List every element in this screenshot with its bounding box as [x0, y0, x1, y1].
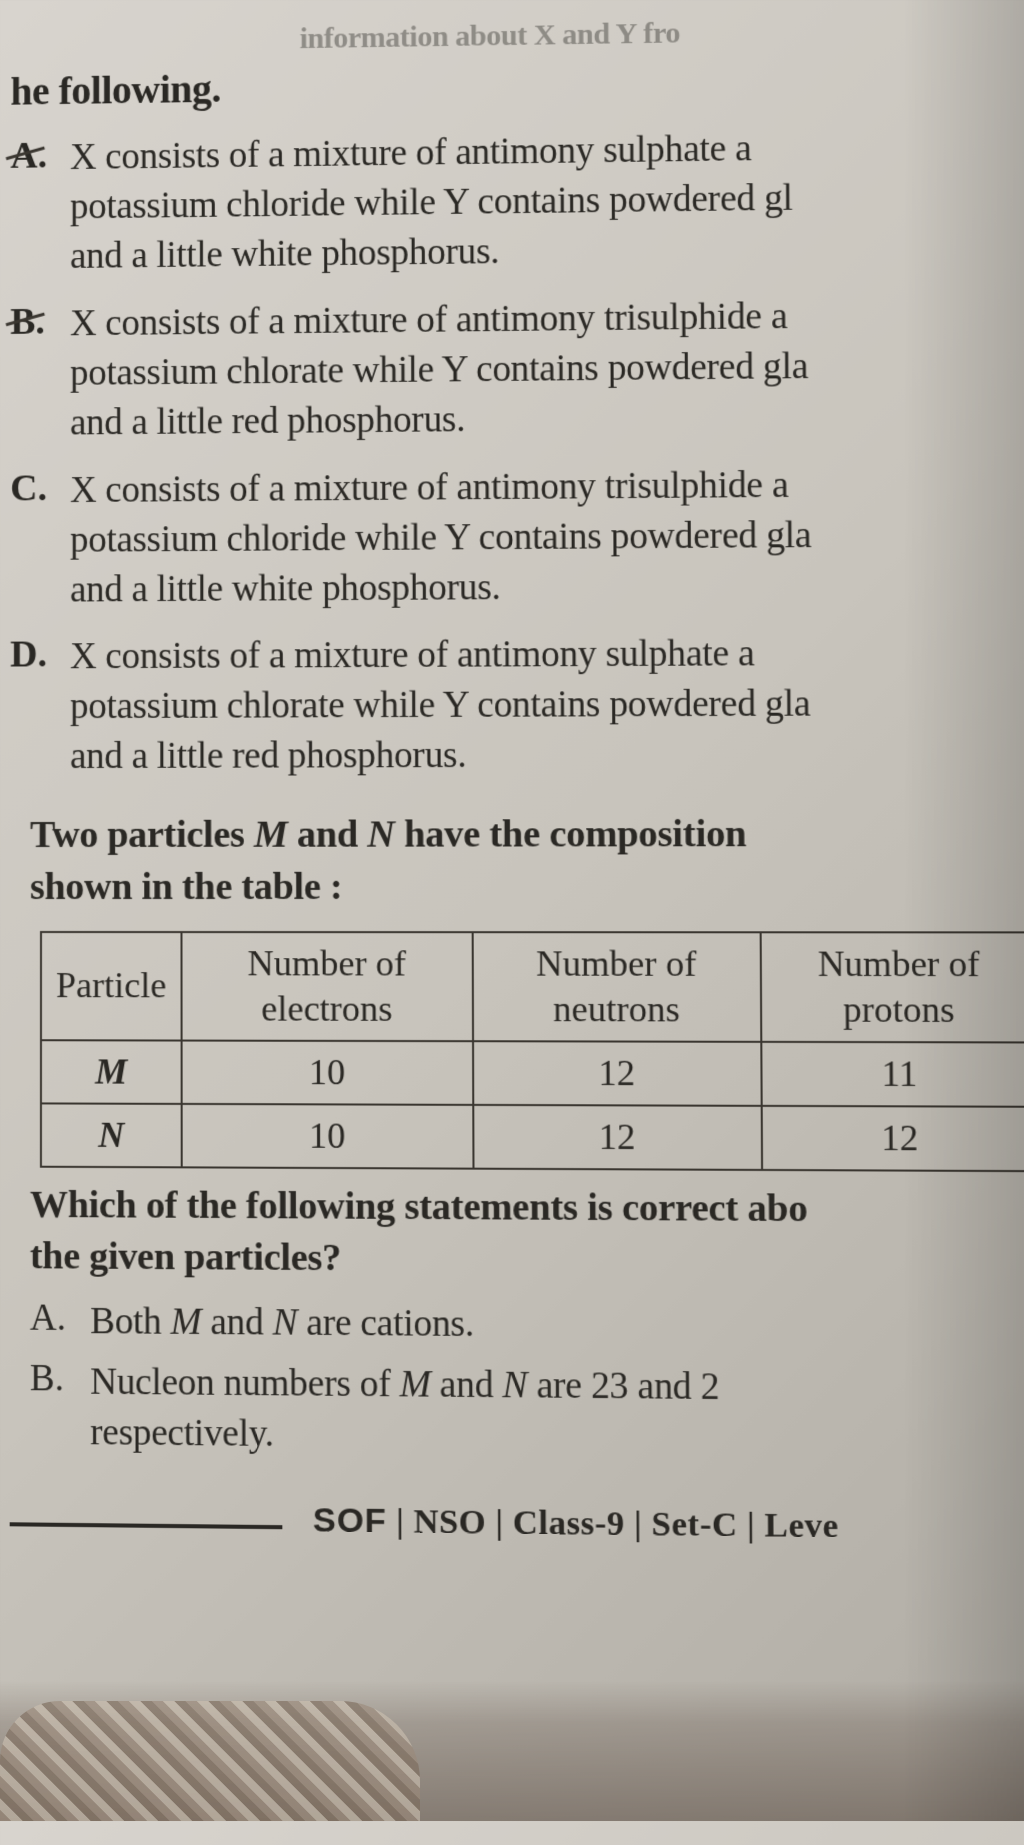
header-fragment: information about X and Y fro — [300, 11, 1024, 56]
particle-table-wrap: Particle Number of electrons Number of n… — [20, 931, 1024, 1172]
answer-a: A. Both M and N are cations. — [20, 1297, 1024, 1355]
table-row: N 10 12 12 — [41, 1103, 1024, 1171]
footer-text: SOF | NSO | Class-9 | Set-C | Leve — [313, 1501, 839, 1546]
q-intro-1: Two particles — [30, 814, 254, 856]
option-a-label: A. — [10, 134, 60, 178]
th-particle: Particle — [41, 932, 182, 1041]
which-line1: Which of the following statements is cor… — [30, 1184, 808, 1231]
cell-n-particle: N — [41, 1103, 182, 1167]
cell-n-electrons: 10 — [182, 1104, 474, 1169]
option-d-line2: potassium chlorate while Y contains powd… — [70, 684, 811, 728]
option-c-line3: and a little white phosphorus. — [70, 567, 501, 610]
ans-b-mid: and — [431, 1364, 503, 1406]
ans-a-m: M — [170, 1302, 201, 1344]
which-line2: the given particles? — [30, 1235, 341, 1279]
option-b-text: X consists of a mixture of antimony tris… — [70, 289, 1024, 448]
q-intro-m: M — [254, 814, 288, 856]
section-heading: he following. — [10, 53, 1024, 114]
cell-m-protons: 11 — [761, 1042, 1024, 1107]
answer-a-label: A. — [30, 1297, 66, 1341]
option-c-line1: X consists of a mixture of antimony tris… — [70, 464, 789, 510]
q-intro-end: have the composition — [395, 813, 747, 856]
th-protons: Number of protons — [760, 932, 1024, 1042]
option-c: C. X consists of a mixture of antimony t… — [20, 458, 1024, 615]
footer-rule — [10, 1523, 283, 1530]
answer-b: B. Nucleon numbers of M and N are 23 and… — [20, 1357, 1024, 1468]
ans-b-n: N — [502, 1365, 527, 1407]
answer-a-text: Both M and N are cations. — [90, 1297, 1024, 1355]
cell-m-neutrons: 12 — [473, 1041, 762, 1106]
which-statement: Which of the following statements is cor… — [20, 1180, 1024, 1290]
answer-b-label: B. — [30, 1357, 64, 1401]
q-intro-mid: and — [288, 814, 368, 856]
option-d-label: D. — [10, 633, 60, 677]
option-d-line3: and a little red phosphorus. — [70, 735, 466, 777]
table-row: M 10 12 11 — [41, 1040, 1024, 1107]
q-intro-line2: shown in the table : — [30, 865, 343, 907]
option-b: B. X consists of a mixture of antimony t… — [20, 289, 1024, 448]
option-c-label: C. — [10, 466, 60, 510]
option-a-line2: potassium chloride while Y contains powd… — [70, 178, 793, 228]
ans-b-m: M — [399, 1364, 430, 1406]
particle-table: Particle Number of electrons Number of n… — [40, 931, 1024, 1172]
answer-b-text: Nucleon numbers of M and N are 23 and 2 … — [90, 1358, 1024, 1468]
question-intro: Two particles M and N have the compositi… — [20, 809, 1024, 913]
option-d-text: X consists of a mixture of antimony sulp… — [70, 628, 1024, 782]
cell-m-particle: M — [41, 1040, 182, 1104]
option-a-text: X consists of a mixture of antimony sulp… — [70, 120, 1024, 281]
page-content: information about X and Y fro he followi… — [0, 0, 1024, 1845]
ans-a-mid: and — [201, 1302, 272, 1344]
q-intro-n: N — [367, 814, 395, 856]
cell-n-protons: 12 — [761, 1106, 1024, 1171]
ans-a-prefix: Both — [90, 1301, 170, 1343]
cell-m-electrons: 10 — [182, 1040, 474, 1104]
option-a-line3: and a little white phosphorus. — [70, 231, 499, 277]
option-d-line1: X consists of a mixture of antimony sulp… — [70, 634, 755, 678]
option-a: A. X consists of a mixture of antimony s… — [20, 120, 1024, 282]
option-b-label: B. — [10, 300, 60, 344]
option-b-line3: and a little red phosphorus. — [70, 399, 465, 443]
ans-b-line2: respectively. — [90, 1412, 274, 1455]
ans-b-suffix: are 23 and 2 — [527, 1365, 719, 1408]
option-c-text: X consists of a mixture of antimony tris… — [70, 458, 1024, 615]
option-c-line2: potassium chloride while Y contains powd… — [70, 514, 812, 560]
option-b-line1: X consists of a mixture of antimony tris… — [70, 296, 787, 344]
option-b-line2: potassium chlorate while Y contains powd… — [70, 346, 808, 394]
option-a-line1: X consists of a mixture of antimony sulp… — [70, 128, 752, 178]
cell-n-neutrons: 12 — [473, 1105, 762, 1170]
table-header-row: Particle Number of electrons Number of n… — [41, 932, 1024, 1042]
footer-rest: | NSO | Class-9 | Set-C | Leve — [387, 1503, 839, 1546]
ans-a-n: N — [272, 1303, 297, 1345]
option-d: D. X consists of a mixture of antimony s… — [20, 628, 1024, 782]
th-neutrons: Number of neutrons — [472, 932, 761, 1042]
footer: SOF | NSO | Class-9 | Set-C | Leve — [20, 1498, 1024, 1570]
th-electrons: Number of electrons — [181, 932, 472, 1041]
fabric-edge — [0, 1701, 420, 1821]
footer-sof: SOF — [313, 1501, 387, 1540]
ans-b-prefix: Nucleon numbers of — [90, 1362, 399, 1406]
ans-a-suffix: are cations. — [297, 1303, 474, 1346]
